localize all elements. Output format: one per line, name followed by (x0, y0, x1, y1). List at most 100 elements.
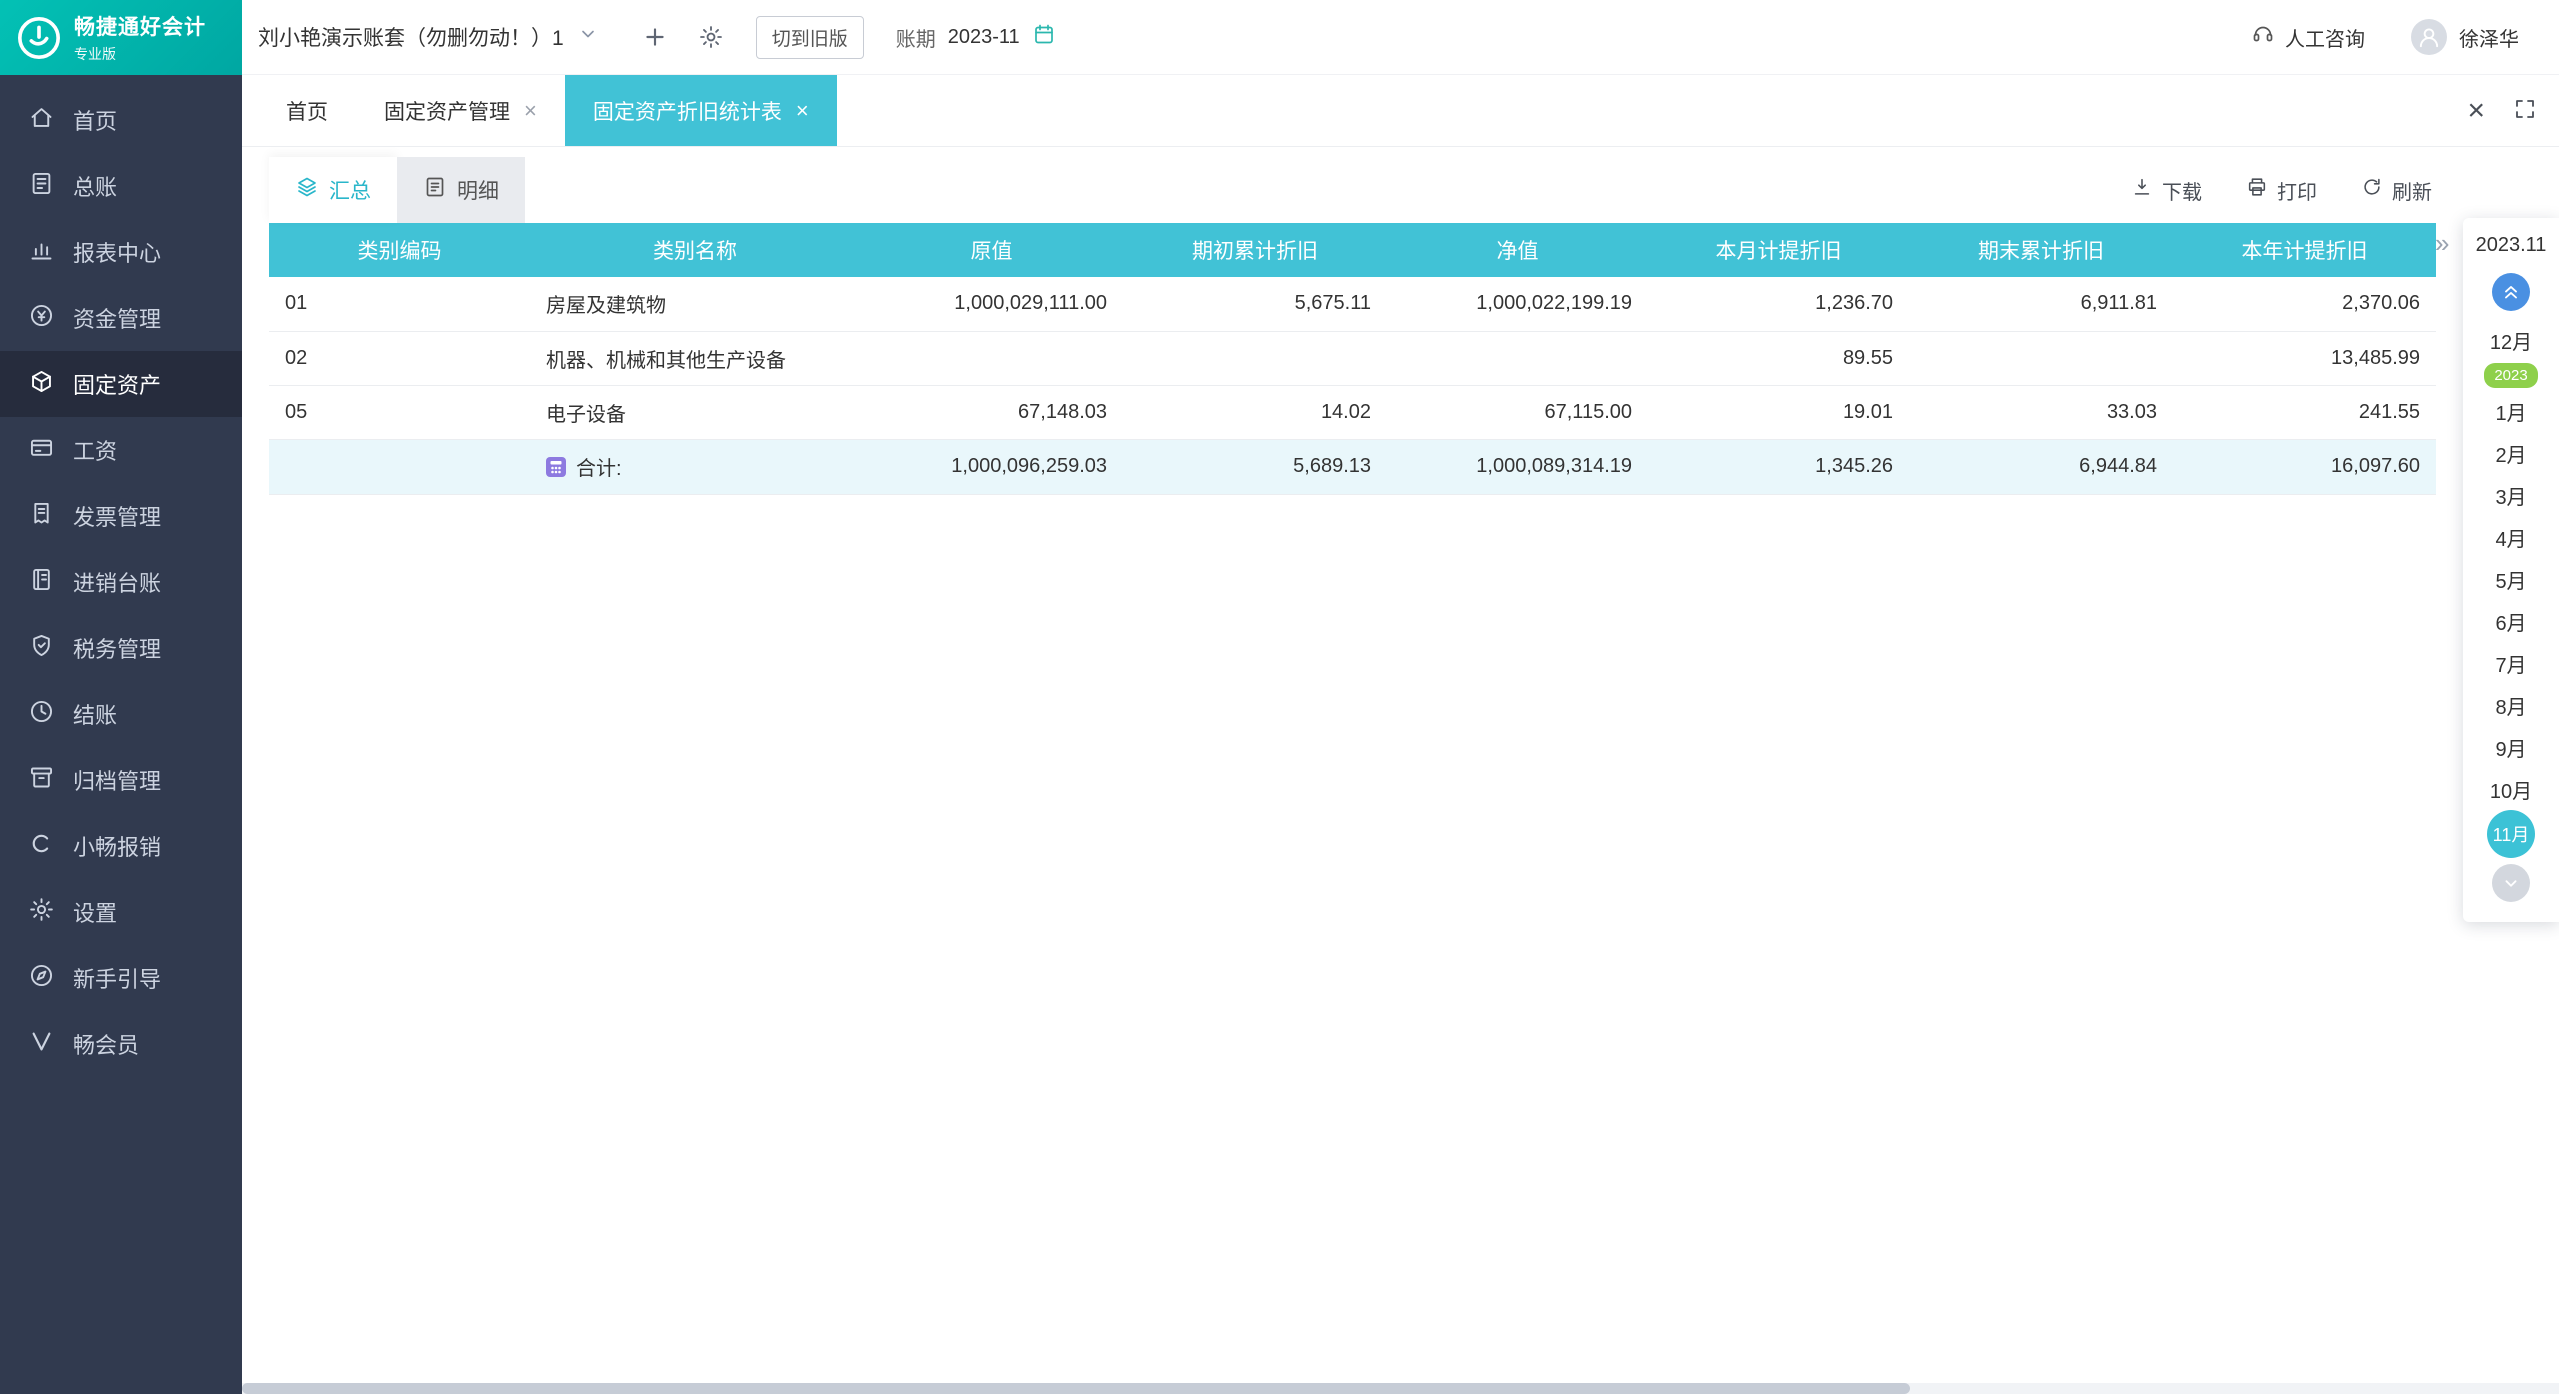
sidebar-item-label: 报表中心 (73, 241, 162, 266)
fullscreen-icon[interactable] (2513, 97, 2537, 126)
sidebar-item-label: 资金管理 (73, 307, 162, 332)
collapse-panel-handle[interactable]: » (2435, 228, 2450, 258)
current-period: 2023.11 (2475, 234, 2547, 256)
print-button[interactable]: 打印 (2246, 176, 2317, 205)
tab-fixed-asset-management[interactable]: 固定资产管理 × (356, 75, 565, 146)
closing-icon (28, 698, 55, 731)
download-button[interactable]: 下载 (2131, 176, 2202, 205)
sidebar-item-member[interactable]: 畅会员 (0, 1011, 242, 1077)
tab-home[interactable]: 首页 (258, 75, 356, 146)
refresh-button[interactable]: 刷新 (2361, 176, 2432, 205)
month-item[interactable]: 5月 (2495, 570, 2527, 593)
table-row[interactable]: 01 房屋及建筑物 1,000,029,111.00 5,675.11 1,00… (269, 277, 2436, 332)
month-item[interactable]: 12月 (2489, 331, 2533, 354)
account-set-selector[interactable]: 刘小艳演示账套（勿删勿动！）1 (258, 22, 598, 52)
sidebar-item-invoice[interactable]: 发票管理 (0, 483, 242, 549)
view-tab-detail[interactable]: 明细 (397, 157, 525, 223)
report-actions: 下载 打印 刷新 (2131, 176, 2432, 205)
column-header: 类别编码 (269, 223, 530, 277)
sidebar-item-general-ledger[interactable]: 总账 (0, 153, 242, 219)
horizontal-scrollbar-thumb[interactable] (242, 1383, 1911, 1394)
avatar[interactable] (2411, 19, 2447, 55)
total-label: 合计: (576, 458, 622, 480)
sidebar-item-label: 畅会员 (73, 1033, 140, 1058)
add-account-set-icon[interactable] (642, 24, 668, 50)
expense-icon (28, 830, 55, 863)
fixed-assets-icon (28, 368, 55, 401)
close-icon[interactable]: × (795, 97, 809, 123)
month-item[interactable]: 10月 (2489, 780, 2533, 803)
sidebar-item-expense[interactable]: 小畅报销 (0, 813, 242, 879)
detail-list-icon (423, 175, 447, 205)
brand-area: 畅捷通好会计 专业版 (0, 0, 242, 75)
year-badge: 2023 (2484, 363, 2538, 388)
view-tab-label: 明细 (457, 180, 499, 203)
settings-icon (28, 896, 55, 929)
sidebar-item-fixed-assets[interactable]: 固定资产 (0, 351, 242, 417)
sidebar-item-label: 首页 (73, 109, 118, 134)
tab-depreciation-statistics[interactable]: 固定资产折旧统计表 × (564, 75, 837, 146)
brand-name: 畅捷通好会计 (74, 16, 206, 39)
sidebar-item-label: 固定资产 (73, 373, 162, 398)
user-name[interactable]: 徐泽华 (2459, 28, 2519, 51)
cell-month-depreciation: 89.55 (1648, 331, 1909, 386)
month-item[interactable]: 4月 (2495, 528, 2527, 551)
cell-original-value (860, 331, 1123, 386)
support-button[interactable]: 人工咨询 (2251, 22, 2365, 52)
sidebar-item-payroll[interactable]: 工资 (0, 417, 242, 483)
view-tab-label: 汇总 (329, 180, 371, 203)
refresh-icon (2361, 176, 2383, 204)
gear-icon[interactable] (698, 24, 724, 50)
action-label: 打印 (2277, 181, 2317, 204)
switch-old-version-button[interactable]: 切到旧版 (755, 15, 864, 59)
cell-name: 机器、机械和其他生产设备 (530, 331, 860, 386)
general-ledger-icon (28, 170, 55, 203)
sidebar-item-funds[interactable]: 资金管理 (0, 285, 242, 351)
cell-year-depreciation: 13,485.99 (2173, 331, 2436, 386)
month-item[interactable]: 6月 (2495, 612, 2527, 635)
cell-name: 房屋及建筑物 (530, 277, 860, 332)
sidebar-item-label: 小畅报销 (73, 835, 162, 860)
table-row[interactable]: 02 机器、机械和其他生产设备 89.55 13,485.99 (269, 331, 2436, 386)
accounting-period: 账期 2023-11 (896, 22, 1056, 52)
period-panel: » 2023.11 12月 2023 1月 2月 3月 4月 5月 6月 7月 … (2435, 218, 2559, 922)
table-row[interactable]: 05 电子设备 67,148.03 14.02 67,115.00 19.01 … (269, 385, 2436, 440)
month-item[interactable]: 1月 (2495, 402, 2527, 425)
column-header: 原值 (860, 223, 1123, 277)
cell-end-accumulated (1909, 331, 2173, 386)
report-toolbar: 汇总 明细 下载 打印 (269, 157, 2559, 223)
cell-original-value: 1,000,029,111.00 (860, 277, 1123, 332)
column-header: 净值 (1387, 223, 1648, 277)
column-header: 类别名称 (530, 223, 860, 277)
sidebar-item-report-center[interactable]: 报表中心 (0, 219, 242, 285)
topbar: 刘小艳演示账套（勿删勿动！）1 切到旧版 账期 2023-11 人工咨询 徐泽华 (242, 0, 2559, 75)
view-tab-summary[interactable]: 汇总 (269, 157, 397, 223)
calculator-icon (546, 456, 566, 477)
sidebar-item-home[interactable]: 首页 (0, 87, 242, 153)
sidebar-item-settings[interactable]: 设置 (0, 879, 242, 945)
month-item[interactable]: 8月 (2495, 696, 2527, 719)
period-value[interactable]: 2023-11 (947, 25, 1020, 48)
sidebar-item-guide[interactable]: 新手引导 (0, 945, 242, 1011)
sidebar-item-tax[interactable]: 税务管理 (0, 615, 242, 681)
calendar-icon[interactable] (1032, 22, 1056, 52)
depreciation-table: 类别编码 类别名称 原值 期初累计折旧 净值 本月计提折旧 期末累计折旧 本年计… (269, 223, 2436, 495)
sidebar-item-archive[interactable]: 归档管理 (0, 747, 242, 813)
layers-icon (295, 175, 319, 205)
sidebar-item-closing[interactable]: 结账 (0, 681, 242, 747)
scroll-up-icon[interactable] (2492, 273, 2530, 311)
close-icon[interactable]: × (2467, 94, 2485, 127)
close-icon[interactable]: × (524, 97, 537, 123)
download-icon (2131, 176, 2153, 204)
month-item[interactable]: 7月 (2495, 654, 2527, 677)
month-item[interactable]: 3月 (2495, 486, 2527, 509)
month-item[interactable]: 9月 (2495, 738, 2527, 761)
table-header-row: 类别编码 类别名称 原值 期初累计折旧 净值 本月计提折旧 期末累计折旧 本年计… (269, 223, 2436, 277)
month-item[interactable]: 2月 (2495, 444, 2527, 467)
sidebar-item-purchase-sales-ledger[interactable]: 进销台账 (0, 549, 242, 615)
month-item-selected[interactable]: 11月 (2487, 810, 2535, 858)
cell-total-month: 1,345.26 (1648, 439, 1909, 495)
view-tabs: 汇总 明细 (269, 157, 525, 223)
scroll-down-icon[interactable] (2492, 864, 2530, 902)
sidebar-item-label: 工资 (73, 439, 118, 464)
